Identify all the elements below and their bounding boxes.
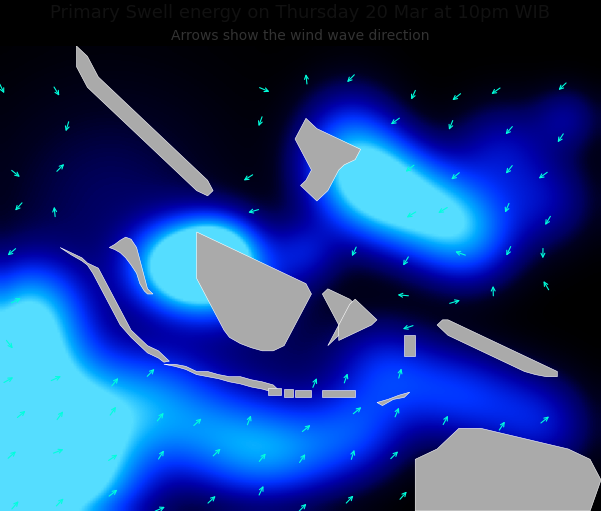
Polygon shape	[284, 389, 293, 398]
Polygon shape	[76, 46, 213, 196]
Polygon shape	[267, 388, 281, 396]
Polygon shape	[295, 390, 311, 398]
Polygon shape	[60, 247, 169, 362]
Polygon shape	[295, 119, 361, 201]
Polygon shape	[377, 392, 410, 406]
Polygon shape	[415, 428, 601, 511]
Polygon shape	[197, 232, 311, 351]
Polygon shape	[339, 299, 377, 340]
Polygon shape	[164, 364, 279, 392]
Polygon shape	[437, 320, 557, 377]
Polygon shape	[109, 237, 153, 294]
Text: Primary Swell energy on Thursday 20 Mar at 10pm WIB: Primary Swell energy on Thursday 20 Mar …	[50, 4, 551, 22]
Polygon shape	[322, 390, 355, 398]
Polygon shape	[322, 289, 355, 345]
Text: Arrows show the wind wave direction: Arrows show the wind wave direction	[171, 29, 430, 43]
Polygon shape	[404, 335, 415, 356]
